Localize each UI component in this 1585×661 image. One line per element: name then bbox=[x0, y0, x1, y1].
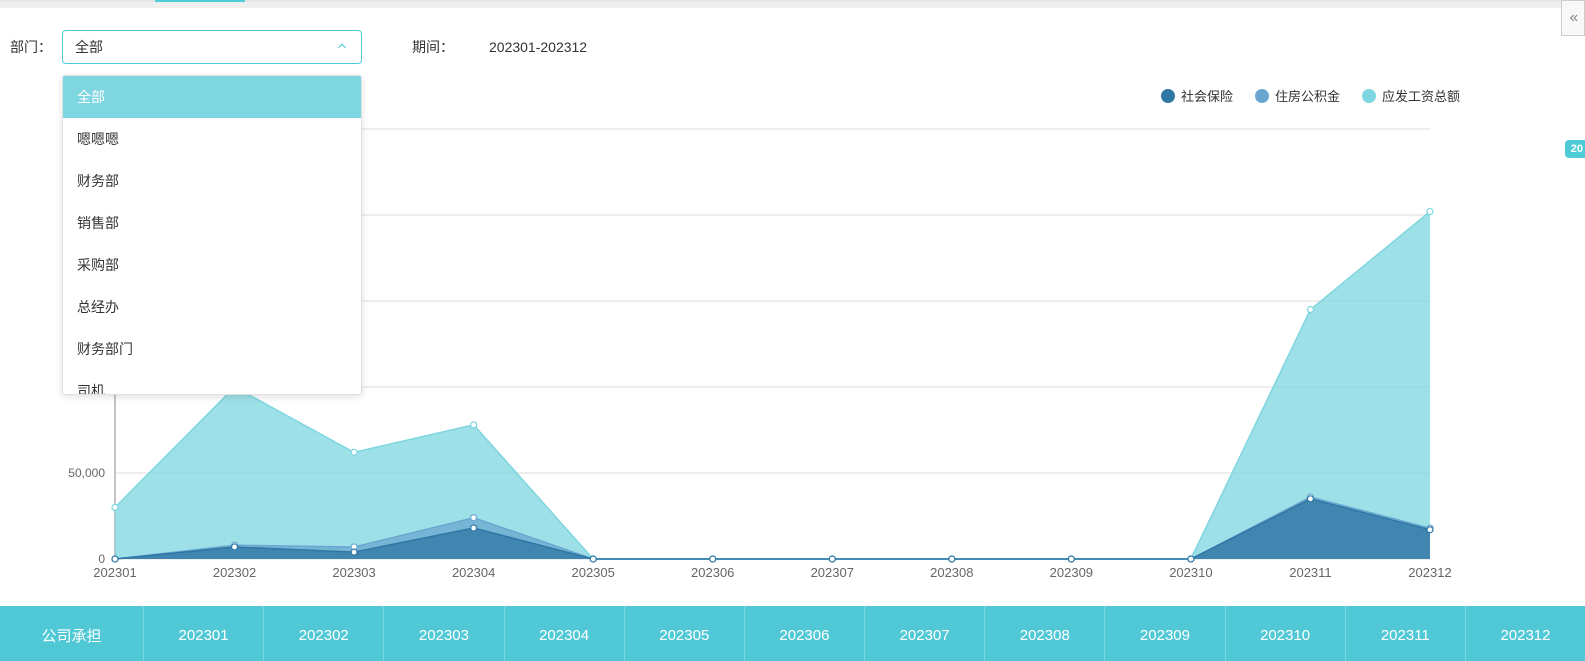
dept-select-wrap: 全部 全部嗯嗯嗯财务部销售部采购部总经办财务部门司机 bbox=[62, 30, 362, 64]
svg-text:202302: 202302 bbox=[213, 565, 256, 580]
right-tab[interactable]: 20 bbox=[1565, 140, 1585, 158]
svg-text:202310: 202310 bbox=[1169, 565, 1212, 580]
table-header-cell: 202302 bbox=[264, 606, 384, 661]
dept-option[interactable]: 全部 bbox=[63, 76, 361, 118]
dept-dropdown[interactable]: 全部嗯嗯嗯财务部销售部采购部总经办财务部门司机 bbox=[62, 75, 362, 395]
dept-option[interactable]: 司机 bbox=[63, 370, 361, 395]
svg-text:202309: 202309 bbox=[1050, 565, 1093, 580]
svg-text:202304: 202304 bbox=[452, 565, 495, 580]
top-separator bbox=[0, 0, 1585, 8]
table-header-cell: 202305 bbox=[625, 606, 745, 661]
svg-text:0: 0 bbox=[98, 552, 105, 566]
table-header-cell: 202304 bbox=[505, 606, 625, 661]
svg-text:202308: 202308 bbox=[930, 565, 973, 580]
table-header-cell: 202312 bbox=[1466, 606, 1585, 661]
table-header-row: 公司承担202301202302202303202304202305202306… bbox=[0, 606, 1585, 661]
svg-text:202305: 202305 bbox=[571, 565, 614, 580]
table-header-cell: 202308 bbox=[985, 606, 1105, 661]
svg-text:202307: 202307 bbox=[811, 565, 854, 580]
dept-label: 部门： bbox=[10, 37, 52, 57]
svg-text:202301: 202301 bbox=[93, 565, 136, 580]
table-header-cell: 202311 bbox=[1346, 606, 1466, 661]
dept-option[interactable]: 财务部 bbox=[63, 160, 361, 202]
period-label: 期间： bbox=[412, 37, 454, 57]
svg-text:202303: 202303 bbox=[332, 565, 375, 580]
table-header-cell: 202309 bbox=[1105, 606, 1225, 661]
table-header-cell: 公司承担 bbox=[0, 606, 144, 661]
svg-text:202306: 202306 bbox=[691, 565, 734, 580]
table-header-cell: 202306 bbox=[745, 606, 865, 661]
svg-text:50,000: 50,000 bbox=[68, 466, 105, 480]
dept-option[interactable]: 嗯嗯嗯 bbox=[63, 118, 361, 160]
dept-option[interactable]: 销售部 bbox=[63, 202, 361, 244]
table-header-cell: 202310 bbox=[1226, 606, 1346, 661]
table-header-cell: 202307 bbox=[865, 606, 985, 661]
table-header-cell: 202303 bbox=[384, 606, 504, 661]
expand-handle[interactable] bbox=[1561, 0, 1585, 36]
svg-text:202312: 202312 bbox=[1408, 565, 1451, 580]
dept-select[interactable]: 全部 bbox=[62, 30, 362, 64]
period-value: 202301-202312 bbox=[489, 39, 587, 55]
chevron-up-icon bbox=[335, 39, 349, 56]
dept-option[interactable]: 采购部 bbox=[63, 244, 361, 286]
dept-option[interactable]: 财务部门 bbox=[63, 328, 361, 370]
svg-text:202311: 202311 bbox=[1289, 565, 1331, 580]
dept-select-value: 全部 bbox=[75, 37, 103, 57]
filter-bar: 部门： 全部 全部嗯嗯嗯财务部销售部采购部总经办财务部门司机 期间： 20230… bbox=[0, 8, 1585, 64]
dept-option[interactable]: 总经办 bbox=[63, 286, 361, 328]
table-header-cell: 202301 bbox=[144, 606, 264, 661]
